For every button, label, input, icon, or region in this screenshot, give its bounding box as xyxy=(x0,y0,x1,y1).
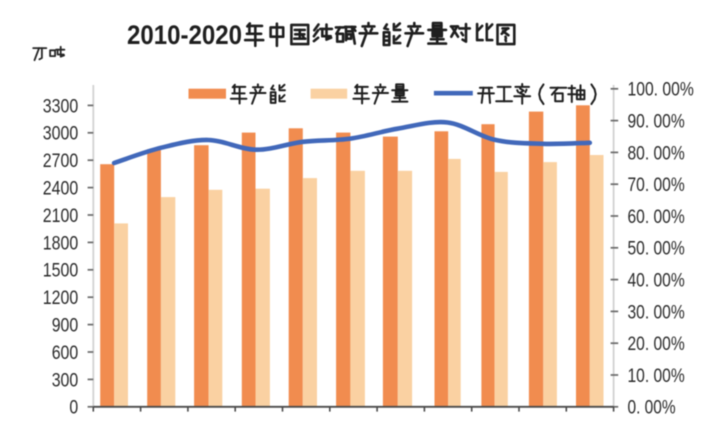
svg-text:600: 600 xyxy=(52,343,79,364)
svg-text:80. 00%: 80. 00% xyxy=(628,143,685,164)
svg-text:60. 00%: 60. 00% xyxy=(628,207,685,228)
svg-text:0. 00%: 0. 00% xyxy=(628,398,676,419)
svg-text:90. 00%: 90. 00% xyxy=(628,112,685,133)
svg-text:20. 00%: 20. 00% xyxy=(628,334,685,355)
svg-text:40. 00%: 40. 00% xyxy=(628,271,685,292)
svg-text:3300: 3300 xyxy=(43,96,78,117)
svg-text:0: 0 xyxy=(69,398,78,419)
svg-text:2100: 2100 xyxy=(43,206,78,227)
svg-text:50. 00%: 50. 00% xyxy=(628,239,685,260)
svg-text:10. 00%: 10. 00% xyxy=(628,366,685,387)
svg-text:1800: 1800 xyxy=(43,233,78,254)
svg-text:2010-2020: 2010-2020 xyxy=(127,20,242,50)
svg-text:900: 900 xyxy=(52,316,79,337)
svg-text:70. 00%: 70. 00% xyxy=(628,175,685,196)
svg-text:2700: 2700 xyxy=(43,151,78,172)
svg-text:30. 00%: 30. 00% xyxy=(628,302,685,323)
svg-text:1500: 1500 xyxy=(43,261,78,282)
svg-text:1200: 1200 xyxy=(43,288,78,309)
svg-text:3000: 3000 xyxy=(43,124,78,145)
svg-text:2400: 2400 xyxy=(43,179,78,200)
svg-text:100. 00%: 100. 00% xyxy=(628,80,694,101)
svg-text:300: 300 xyxy=(52,370,79,391)
